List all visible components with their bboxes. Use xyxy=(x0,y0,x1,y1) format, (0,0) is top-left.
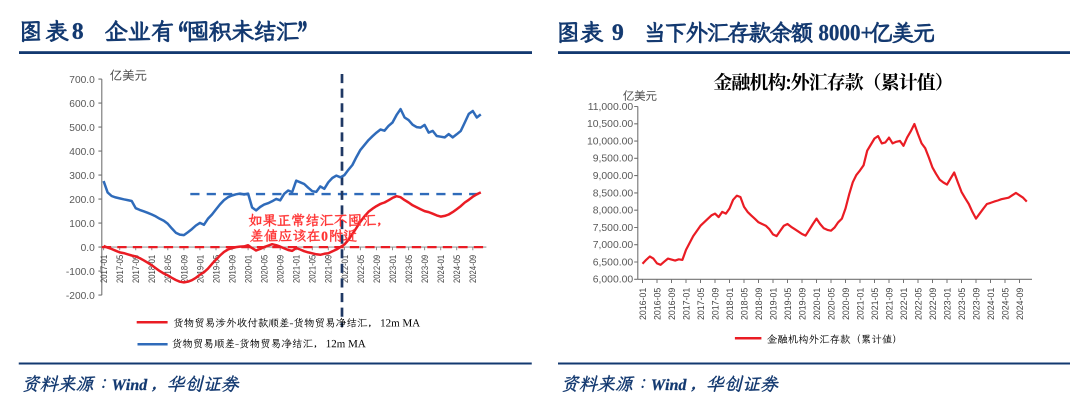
svg-text:2020-01: 2020-01 xyxy=(812,288,822,320)
svg-text:2020-09: 2020-09 xyxy=(841,288,851,320)
svg-text:2018-01: 2018-01 xyxy=(147,255,157,283)
svg-text:100.0: 100.0 xyxy=(69,219,95,230)
svg-text:2021-05: 2021-05 xyxy=(308,255,318,283)
svg-text:2020-05: 2020-05 xyxy=(826,288,836,320)
svg-text:2018-05: 2018-05 xyxy=(163,255,173,283)
svg-text:2018-05: 2018-05 xyxy=(739,288,749,320)
svg-text:2024-09: 2024-09 xyxy=(468,255,478,283)
svg-text:600.0: 600.0 xyxy=(69,99,95,110)
svg-text:2021-01: 2021-01 xyxy=(855,288,865,320)
svg-text:2022-05: 2022-05 xyxy=(913,288,923,320)
svg-text:2023-09: 2023-09 xyxy=(420,255,430,283)
svg-text:2017-05: 2017-05 xyxy=(115,255,125,283)
svg-text:2023-01: 2023-01 xyxy=(942,288,952,320)
svg-text:2018-01: 2018-01 xyxy=(725,288,735,320)
svg-text:2021-09: 2021-09 xyxy=(324,255,334,283)
svg-text:10,500.00: 10,500.00 xyxy=(587,119,633,130)
svg-text:2017-05: 2017-05 xyxy=(696,288,706,320)
svg-text:2019-01: 2019-01 xyxy=(768,288,778,320)
svg-text:8,000.00: 8,000.00 xyxy=(593,206,634,217)
svg-text:2021-09: 2021-09 xyxy=(884,288,894,320)
svg-text:2019-05: 2019-05 xyxy=(783,288,793,320)
svg-text:2022-01: 2022-01 xyxy=(899,288,909,320)
svg-text:2018-09: 2018-09 xyxy=(179,255,189,283)
svg-text:-100.0: -100.0 xyxy=(66,267,95,278)
svg-text:2023-01: 2023-01 xyxy=(388,255,398,283)
svg-text:2019-09: 2019-09 xyxy=(227,255,237,283)
svg-text:2019-01: 2019-01 xyxy=(195,255,205,283)
svg-text:2017-01: 2017-01 xyxy=(681,288,691,320)
svg-text:400.0: 400.0 xyxy=(69,147,95,158)
svg-text:7,500.00: 7,500.00 xyxy=(593,223,634,234)
svg-text:2024-01: 2024-01 xyxy=(436,255,446,283)
svg-text:6,000.00: 6,000.00 xyxy=(593,275,634,286)
svg-text:300.0: 300.0 xyxy=(69,171,95,182)
svg-text:9,000.00: 9,000.00 xyxy=(593,171,634,182)
svg-text:2018-09: 2018-09 xyxy=(754,288,764,320)
svg-text:500.0: 500.0 xyxy=(69,123,95,134)
svg-text:2020-09: 2020-09 xyxy=(276,255,286,283)
svg-text:2024-05: 2024-05 xyxy=(452,255,462,283)
svg-text:700.0: 700.0 xyxy=(69,75,95,86)
svg-text:2021-01: 2021-01 xyxy=(292,255,302,283)
svg-text:9,500.00: 9,500.00 xyxy=(593,154,634,165)
svg-text:2023-05: 2023-05 xyxy=(404,255,414,283)
svg-text:2023-09: 2023-09 xyxy=(971,288,981,320)
svg-text:2017-09: 2017-09 xyxy=(131,255,141,283)
svg-text:-200.0: -200.0 xyxy=(66,291,95,302)
svg-text:2016-09: 2016-09 xyxy=(667,288,677,320)
svg-text:200.0: 200.0 xyxy=(69,195,95,206)
svg-text:2020-05: 2020-05 xyxy=(260,255,270,283)
svg-text:0.0: 0.0 xyxy=(81,243,95,254)
svg-text:2022-09: 2022-09 xyxy=(928,288,938,320)
svg-text:2016-01: 2016-01 xyxy=(638,288,648,320)
svg-text:2019-05: 2019-05 xyxy=(211,255,221,283)
svg-text:6,500.00: 6,500.00 xyxy=(593,257,634,268)
svg-text:2020-01: 2020-01 xyxy=(244,255,254,283)
svg-text:11,000.00: 11,000.00 xyxy=(588,102,634,113)
svg-text:2016-05: 2016-05 xyxy=(652,288,662,320)
svg-text:2023-05: 2023-05 xyxy=(957,288,967,320)
svg-text:2022-09: 2022-09 xyxy=(372,255,382,283)
svg-text:2022-05: 2022-05 xyxy=(356,255,366,283)
svg-text:2021-05: 2021-05 xyxy=(870,288,880,320)
svg-text:2024-05: 2024-05 xyxy=(1000,288,1010,320)
svg-text:10,000.00: 10,000.00 xyxy=(587,137,633,148)
svg-text:2017-01: 2017-01 xyxy=(99,255,109,283)
svg-text:8,500.00: 8,500.00 xyxy=(593,188,634,199)
svg-text:2017-09: 2017-09 xyxy=(710,288,720,320)
svg-text:2024-09: 2024-09 xyxy=(1015,288,1025,320)
svg-text:7,000.00: 7,000.00 xyxy=(593,240,634,251)
svg-text:2024-01: 2024-01 xyxy=(986,288,996,320)
svg-text:2022-01: 2022-01 xyxy=(340,255,350,283)
svg-text:2019-09: 2019-09 xyxy=(797,288,807,320)
